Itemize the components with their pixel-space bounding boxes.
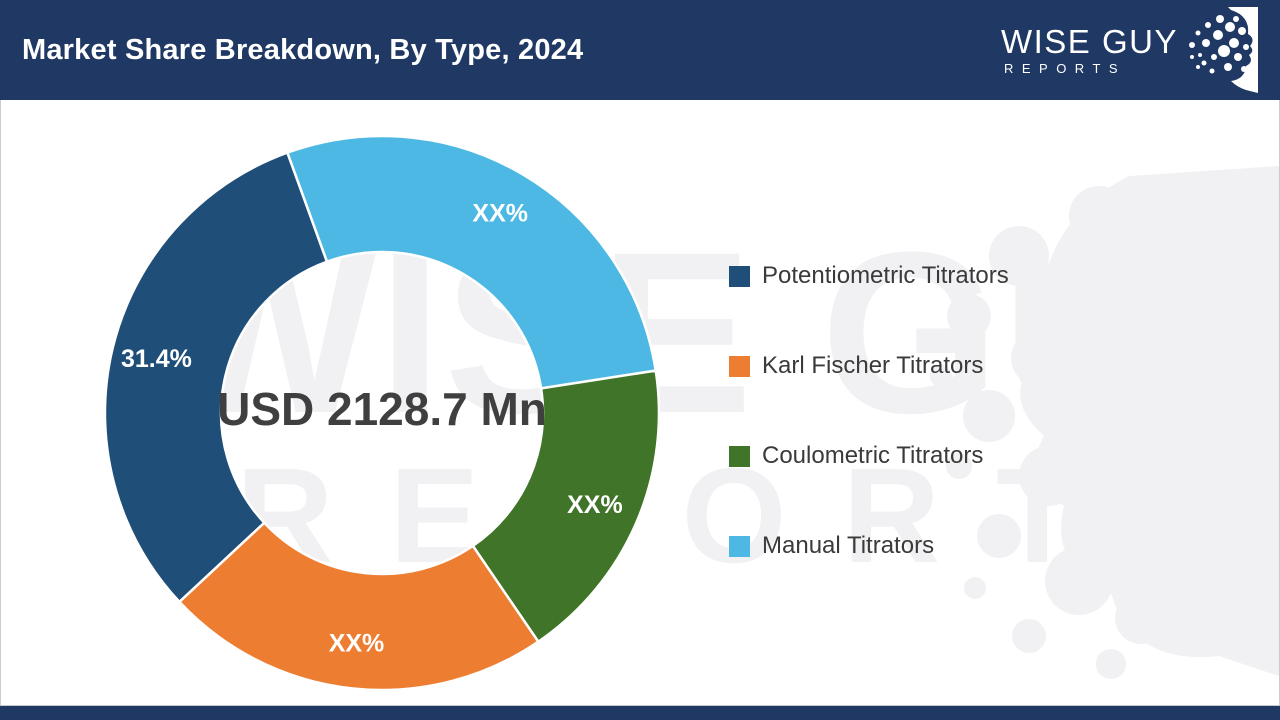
legend-swatch-coulometric (729, 445, 750, 467)
segment-value-label: XX% (567, 491, 623, 519)
chart-legend: Potentiometric Titrators Karl Fischer Ti… (729, 263, 1009, 623)
segment-value-label: 31.4% (121, 345, 192, 373)
donut-segment-karl-fischer-titrators (178, 521, 540, 692)
legend-item-potentiometric: Potentiometric Titrators (729, 263, 1009, 289)
segment-value-label: XX% (329, 630, 385, 658)
logo-face-dots-icon (1189, 7, 1258, 93)
donut-segment-coulometric-titrators (471, 369, 661, 643)
legend-item-karl-fischer: Karl Fischer Titrators (729, 353, 1009, 379)
donut-segment-manual-titrators (286, 134, 657, 390)
donut-chart: 31.4% XX% XX% XX% (103, 134, 661, 692)
watermark-face-icon (930, 166, 1279, 679)
page-title: Market Share Breakdown, By Type, 2024 (22, 33, 584, 66)
logo-wordmark: WISE GUY (1000, 23, 1178, 60)
legend-swatch-potentiometric (729, 265, 750, 287)
legend-swatch-karl-fischer (729, 355, 750, 377)
logo-subtitle: REPORTS (1003, 61, 1127, 76)
segment-value-label: XX% (472, 199, 528, 227)
chart-center-value: USD 2128.7 Mn (217, 383, 547, 435)
brand-logo: WISE GUY REPORTS (1001, 7, 1258, 93)
chart-canvas: WISE GUY REPORTS 31.4% XX% XX% XX% USD 2128… (0, 100, 1280, 706)
legend-item-coulometric: Coulometric Titrators (729, 443, 1009, 469)
footer-bar (0, 706, 1280, 720)
donut-segment-potentiometric-titrators (103, 151, 329, 604)
legend-item-manual: Manual Titrators (729, 533, 1009, 559)
legend-swatch-manual (729, 535, 750, 557)
header-bar: Market Share Breakdown, By Type, 2024 WI… (0, 0, 1280, 100)
